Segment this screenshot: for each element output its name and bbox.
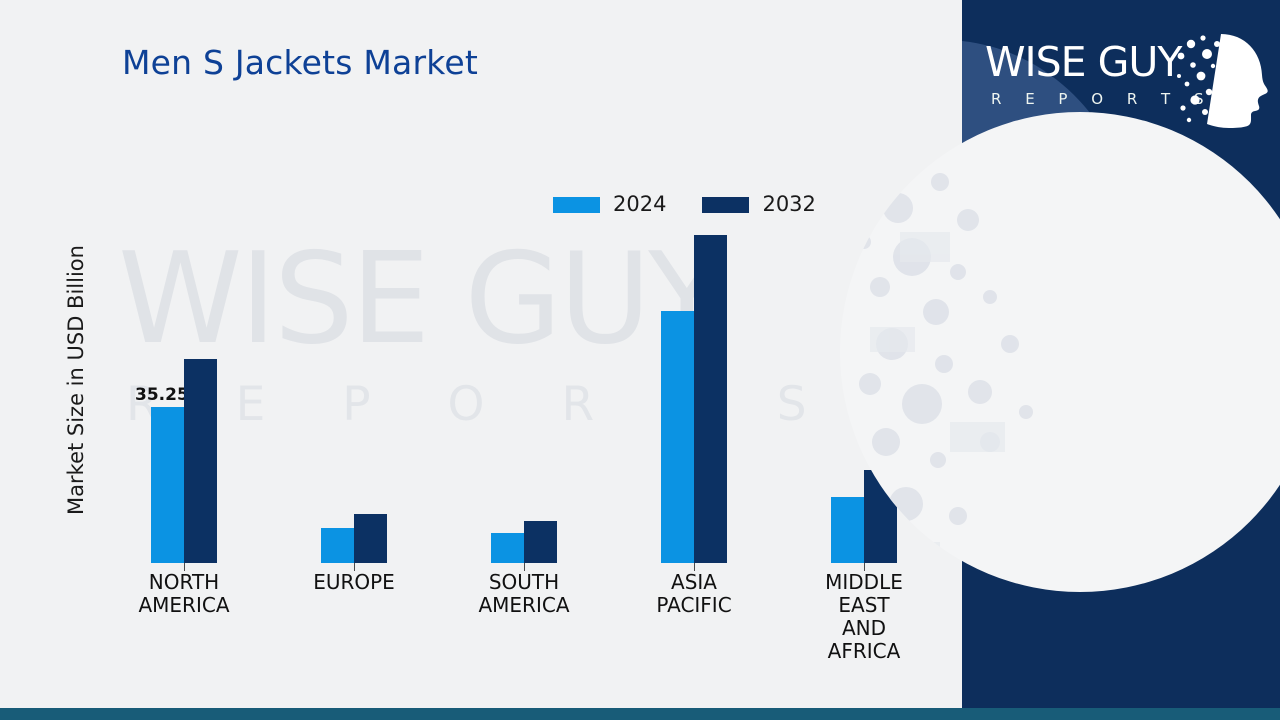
bar-group: EUROPE xyxy=(313,200,395,594)
y-axis-label: Market Size in USD Billion xyxy=(64,245,88,515)
page-title: Men S Jackets Market xyxy=(122,43,479,82)
legend-label-2032: 2032 xyxy=(762,192,816,216)
bar-2024[interactable] xyxy=(491,532,524,563)
legend-item-2024[interactable]: 2024 xyxy=(553,194,666,215)
chart-legend: 2024 2032 xyxy=(553,194,816,215)
legend-label-2024: 2024 xyxy=(613,192,667,216)
bar-2024[interactable] xyxy=(321,527,354,563)
dotted-head-icon xyxy=(1177,34,1268,128)
x-axis-category-label: NORTH AMERICA xyxy=(138,570,230,617)
dot-cluster-icon xyxy=(852,173,1033,572)
bar-group: 35.25 NORTH AMERICA xyxy=(135,200,230,617)
bar-2032[interactable] xyxy=(184,359,217,563)
chart: Market Size in USD Billion 2024 2032 35.… xyxy=(64,194,938,663)
decorative-circle xyxy=(840,112,1280,592)
bar-2024[interactable] xyxy=(661,310,694,563)
bar-2032[interactable] xyxy=(354,514,387,563)
x-axis-tick xyxy=(864,563,865,571)
legend-swatch-2024 xyxy=(553,196,600,213)
brand-logo: WISE GUY R E P O R T S xyxy=(985,34,1268,128)
x-axis-category-label: SOUTH AMERICA xyxy=(478,570,570,617)
bar-group: ASIA PACIFIC xyxy=(656,200,732,617)
plot-area: 35.25 NORTH AMERICA EUROPE SOUTH AMERICA ASI… xyxy=(118,200,938,663)
logo-subtitle: R E P O R T S xyxy=(991,90,1213,108)
x-axis-tick xyxy=(354,563,355,571)
bar-2024[interactable] xyxy=(831,496,864,563)
bar-2024[interactable] xyxy=(151,406,184,563)
footer-strip xyxy=(0,708,1280,720)
bar-group: SOUTH AMERICA xyxy=(478,200,570,617)
x-axis-tick xyxy=(694,563,695,571)
x-axis-category-label: MIDDLE EAST AND AFRICA xyxy=(825,570,903,663)
legend-swatch-2032 xyxy=(702,196,750,213)
logo-wordmark: WISE GUY xyxy=(985,38,1182,86)
bar-2032[interactable] xyxy=(524,520,557,563)
x-axis-category-label: ASIA PACIFIC xyxy=(656,570,732,617)
x-axis-tick xyxy=(184,563,185,571)
legend-item-2032[interactable]: 2032 xyxy=(702,192,816,216)
bar-value-label: 35.25 xyxy=(135,384,189,405)
bar-2032[interactable] xyxy=(694,235,727,563)
x-axis-tick xyxy=(524,563,525,571)
x-axis-category-label: EUROPE xyxy=(313,570,395,594)
